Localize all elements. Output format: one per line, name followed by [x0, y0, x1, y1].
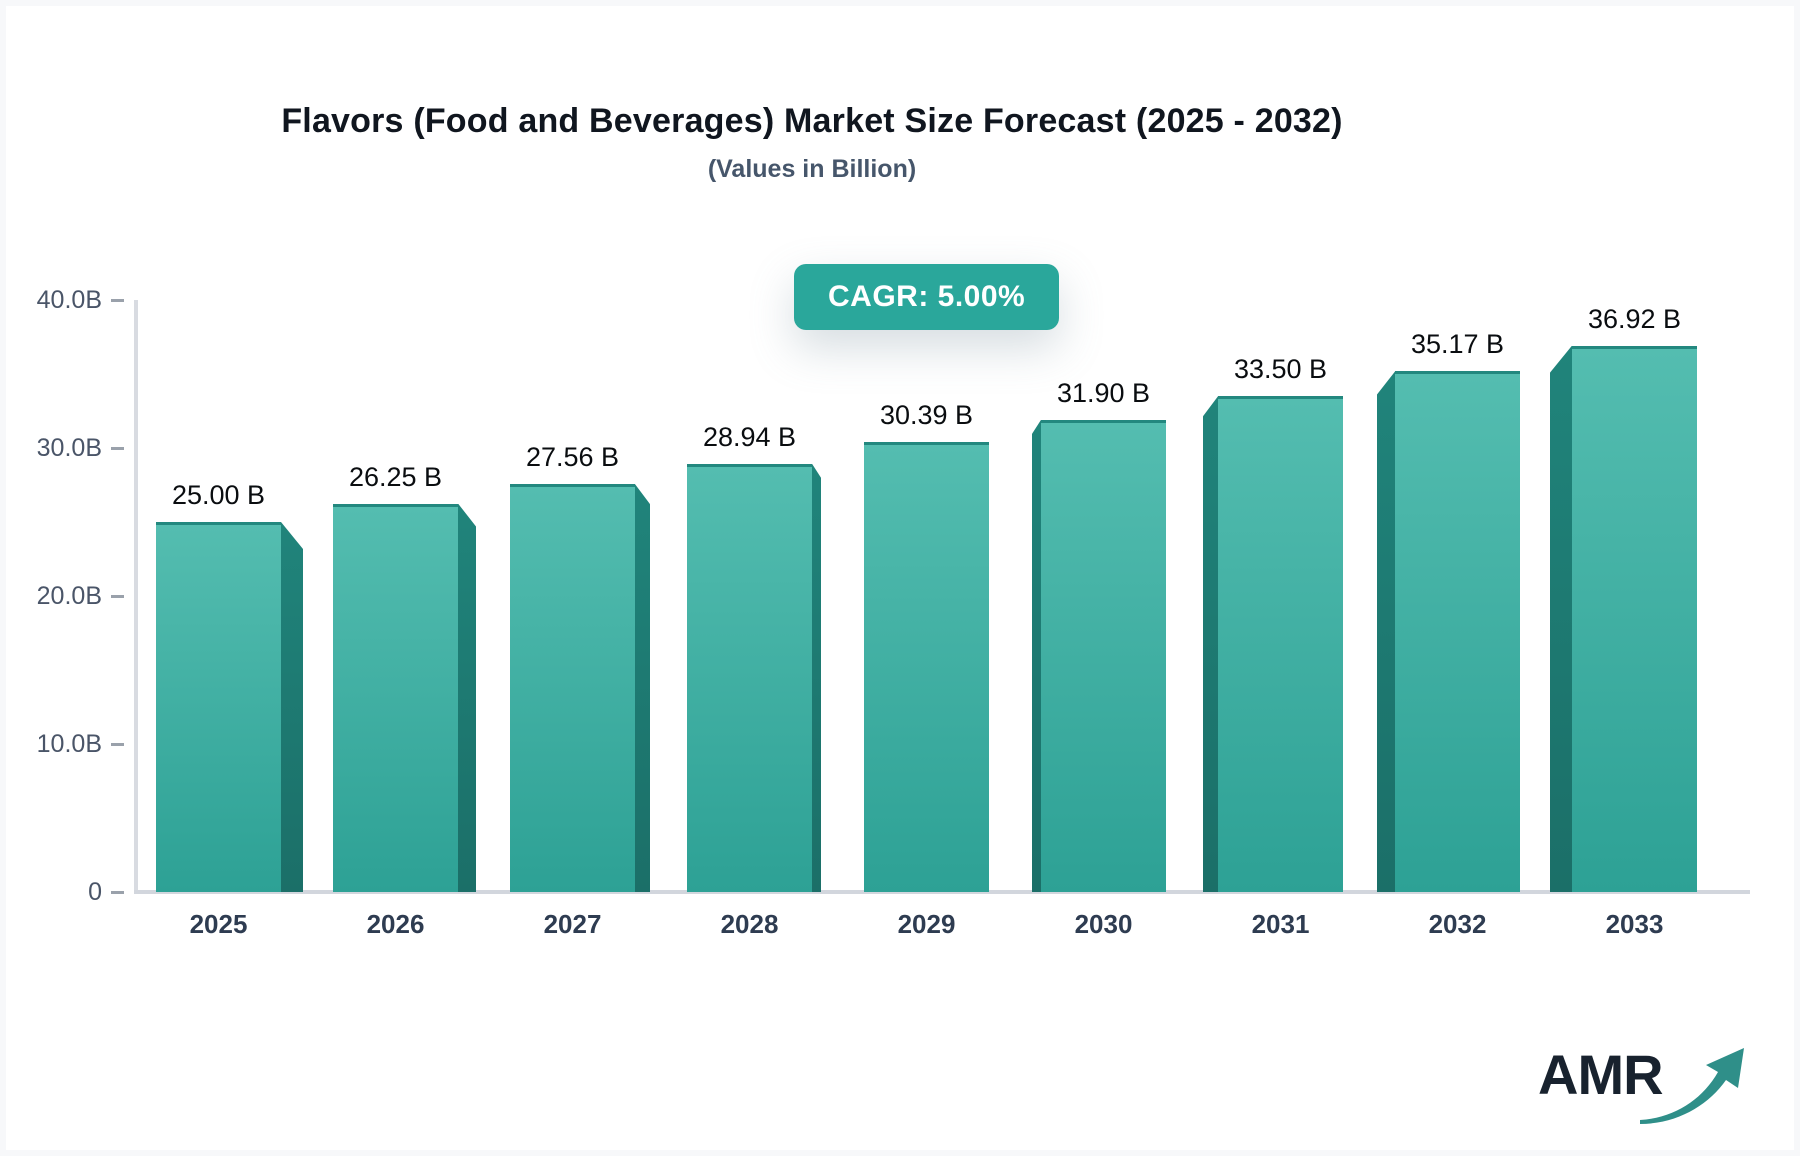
- bar-2031: [1218, 396, 1343, 892]
- x-axis-baseline: [134, 890, 1750, 894]
- bar-2029: [864, 442, 989, 892]
- bar-value-label: 26.25 B: [348, 461, 443, 492]
- y-tick-mark: [111, 743, 124, 746]
- bar-side-panel: [281, 522, 303, 892]
- x-axis-label-2025: 2025: [189, 909, 248, 939]
- bar-2030: [1041, 419, 1166, 892]
- bar-2028: [687, 463, 812, 892]
- y-axis-line: [134, 300, 138, 892]
- y-tick-mark: [111, 891, 124, 894]
- x-axis-label-2031: 2031: [1251, 909, 1310, 939]
- bar-2027: [510, 484, 635, 892]
- bar-value-label: 33.50 B: [1233, 354, 1328, 385]
- y-tick-mark: [111, 595, 124, 598]
- y-tick-label: 30.0B: [36, 434, 102, 462]
- bar-side-panel: [1550, 345, 1572, 892]
- x-axis-label-2033: 2033: [1605, 909, 1664, 939]
- amr-logo-text: AMR: [1538, 1043, 1664, 1106]
- y-tick-mark: [111, 299, 124, 302]
- bar-2026: [333, 503, 458, 892]
- bar-value-label: 36.92 B: [1587, 303, 1682, 334]
- x-axis-label-2030: 2030: [1074, 909, 1133, 939]
- bar-side-panel: [1203, 396, 1218, 892]
- bar-2032: [1395, 371, 1520, 892]
- amr-logo: AMR: [1538, 1036, 1778, 1126]
- bar-2033: [1572, 345, 1697, 892]
- x-axis-label-2026: 2026: [366, 909, 425, 939]
- x-axis-label-2028: 2028: [720, 909, 779, 939]
- x-axis-label-2027: 2027: [543, 909, 602, 939]
- bar-value-label: 25.00 B: [171, 480, 266, 510]
- y-tick-label: 0: [88, 878, 102, 906]
- chart-title: Flavors (Food and Beverages) Market Size…: [281, 102, 1343, 140]
- bar-value-label: 31.90 B: [1056, 377, 1151, 408]
- cagr-badge: CAGR: 5.00%: [794, 264, 1060, 330]
- bar-side-panel: [1377, 371, 1395, 892]
- x-axis-label-2029: 2029: [897, 909, 956, 939]
- y-tick-label: 10.0B: [36, 730, 102, 758]
- bar-value-label: 28.94 B: [702, 421, 797, 452]
- growth-arrow-icon: [1640, 1048, 1744, 1124]
- bar-value-label: 27.56 B: [525, 442, 620, 473]
- y-tick-mark: [111, 447, 124, 450]
- bar-side-panel: [458, 503, 476, 892]
- bar-2025: [156, 522, 281, 892]
- bar-side-panel: [1032, 419, 1041, 892]
- bar-side-panel: [812, 463, 821, 892]
- bar-value-label: 35.17 B: [1410, 329, 1505, 360]
- chart-subtitle: (Values in Billion): [707, 155, 917, 183]
- bar-value-label: 30.39 B: [879, 400, 974, 431]
- y-tick-label: 20.0B: [36, 582, 102, 610]
- bar-side-panel: [635, 484, 650, 892]
- x-axis-label-2032: 2032: [1428, 909, 1487, 939]
- y-tick-label: 40.0B: [36, 286, 102, 314]
